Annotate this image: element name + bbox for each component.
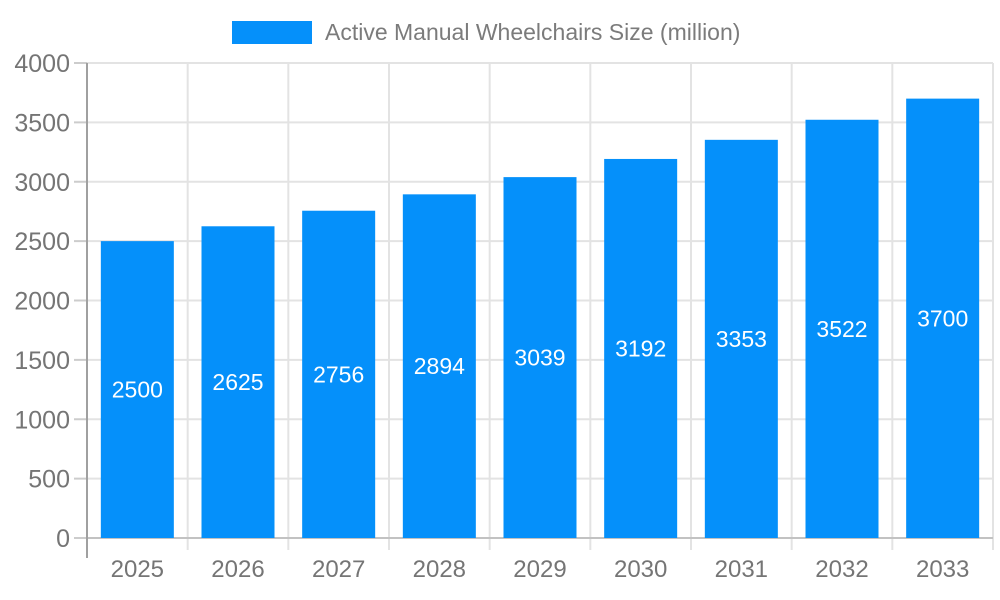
y-tick-label: 4000 [14, 50, 70, 78]
y-tick-label: 2500 [14, 228, 70, 256]
bar [201, 226, 275, 538]
bar-value-label: 3353 [716, 326, 767, 352]
bar [906, 98, 980, 538]
bar-value-label: 3192 [615, 335, 666, 361]
y-tick-label: 3000 [14, 169, 70, 197]
bar [604, 158, 678, 538]
x-tick-label: 2031 [715, 556, 768, 583]
x-tick-label: 2033 [916, 556, 969, 583]
y-tick-label: 3500 [14, 109, 70, 137]
bar-value-label: 2894 [414, 353, 465, 379]
bar [805, 119, 879, 538]
bar [100, 241, 174, 538]
y-tick-label: 500 [28, 466, 70, 494]
bar [302, 210, 376, 538]
legend-item[interactable]: Active Manual Wheelchairs Size (million) [232, 20, 740, 44]
bar-value-label: 2500 [112, 377, 163, 403]
bar-value-label: 2625 [212, 369, 263, 395]
x-tick-label: 2025 [111, 556, 164, 583]
y-tick-label: 1000 [14, 406, 70, 434]
x-tick-label: 2029 [513, 556, 566, 583]
bar [704, 139, 778, 539]
legend-label: Active Manual Wheelchairs Size (million) [325, 19, 741, 45]
x-tick-label: 2026 [211, 556, 264, 583]
bar-value-label: 3039 [514, 345, 565, 371]
bar-value-label: 2756 [313, 361, 364, 387]
y-tick-label: 1500 [14, 347, 70, 375]
legend-color-swatch [232, 20, 312, 44]
x-tick-label: 2032 [815, 556, 868, 583]
bar-value-label: 3522 [816, 316, 867, 342]
x-tick-label: 2027 [312, 556, 365, 583]
bar [503, 177, 577, 538]
bar-value-label: 3700 [917, 305, 968, 331]
y-tick-label: 2000 [14, 288, 70, 316]
x-tick-label: 2028 [413, 556, 466, 583]
x-tick-label: 2030 [614, 556, 667, 583]
bar [402, 194, 476, 538]
y-tick-label: 0 [56, 525, 70, 553]
